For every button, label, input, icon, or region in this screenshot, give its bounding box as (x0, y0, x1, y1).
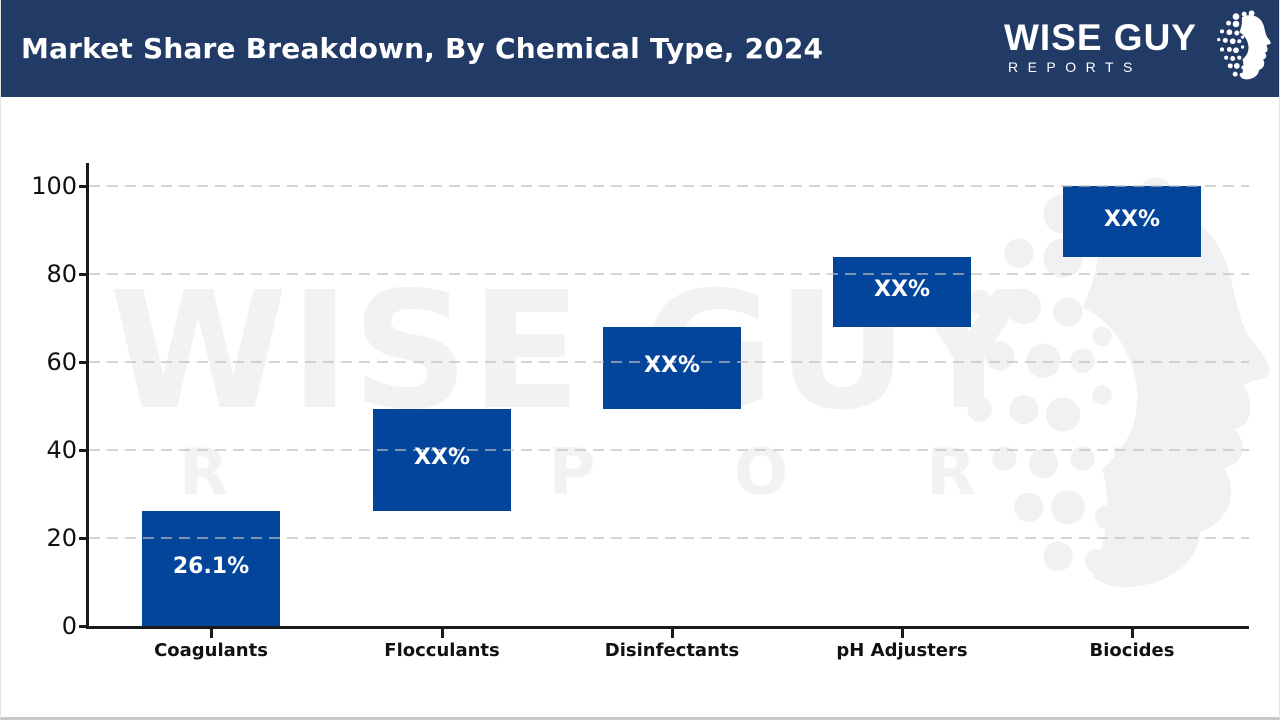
gridline-100 (89, 185, 1249, 187)
gridline-40 (89, 449, 1249, 451)
y-tick-mark (79, 272, 89, 276)
chart-title: Market Share Breakdown, By Chemical Type… (21, 32, 824, 65)
y-tick-mark (79, 360, 89, 364)
y-tick-mark (79, 448, 89, 452)
bar-disinfectants (603, 327, 741, 409)
gridline-60 (89, 361, 1249, 363)
y-tick-mark (79, 624, 89, 628)
x-category-label-coagulants: Coagulants (154, 640, 268, 661)
wiseguy-face-icon (1199, 4, 1273, 90)
x-tick-mark (209, 629, 213, 638)
y-tick-mark (79, 184, 89, 188)
header-bar: Market Share Breakdown, By Chemical Type… (1, 0, 1279, 97)
x-tick-mark (1130, 629, 1134, 638)
x-tick-mark (670, 629, 674, 638)
y-tick-label: 0 (61, 612, 77, 640)
bar-flocculants (373, 408, 511, 512)
x-category-label-biocides: Biocides (1089, 640, 1175, 661)
bar-ph-adjusters (833, 257, 971, 328)
y-axis-line (86, 163, 89, 629)
bar-coagulants (142, 511, 280, 626)
brand-subtitle: REPORTS (1007, 58, 1142, 75)
bar-value-label: XX% (644, 352, 700, 378)
bar-biocides (1063, 186, 1201, 258)
bar-value-label: XX% (874, 277, 930, 303)
y-tick-label: 40 (46, 436, 77, 464)
x-tick-mark (900, 629, 904, 638)
watermark-face-icon (843, 150, 1280, 640)
y-tick-mark (79, 536, 89, 540)
x-category-label-flocculants: Flocculants (384, 640, 500, 661)
y-tick-label: 20 (46, 524, 77, 552)
bar-value-label: XX% (1104, 206, 1160, 232)
x-category-label-ph-adjusters: pH Adjusters (836, 640, 968, 661)
bar-value-label: XX% (414, 444, 470, 470)
gridline-20 (89, 537, 1249, 539)
y-tick-label: 100 (31, 172, 77, 200)
x-axis-line (86, 626, 1249, 629)
bar-value-label: 26.1% (172, 553, 250, 579)
y-tick-label: 60 (46, 348, 77, 376)
x-category-label-disinfectants: Disinfectants (604, 640, 740, 661)
brand-wordmark: WISE GUY (1003, 17, 1197, 59)
gridline-80 (89, 273, 1249, 275)
wiseguy-logo: WISE GUY REPORTS (1004, 4, 1273, 90)
watermark-subtitle: R E P O R T S (179, 436, 1280, 510)
x-tick-mark (440, 629, 444, 638)
y-tick-label: 80 (46, 260, 77, 288)
